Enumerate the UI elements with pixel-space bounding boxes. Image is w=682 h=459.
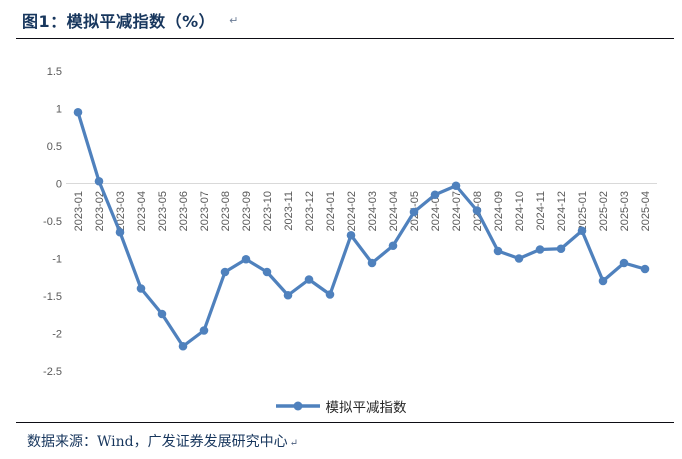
title-divider	[16, 38, 674, 39]
footer-divider	[16, 422, 674, 423]
y-axis-tick-label: -1.5	[43, 291, 62, 303]
legend-line-marker-icon	[275, 401, 320, 411]
data-point	[283, 290, 293, 300]
y-axis-tick-label: 0.5	[47, 141, 62, 153]
data-point	[241, 254, 251, 264]
x-axis-tick-label: 2023-08	[220, 191, 232, 231]
y-axis-tick-label: 1	[56, 104, 62, 116]
x-axis-tick-label: 2025-02	[598, 191, 610, 231]
x-axis-tick-label: 2023-01	[73, 191, 85, 231]
data-point	[220, 267, 230, 277]
x-axis-tick-label: 2025-04	[640, 191, 652, 231]
y-axis-tick-label: 1.5	[47, 66, 62, 78]
chart-legend: 模拟平减指数	[0, 396, 682, 416]
data-point	[115, 227, 125, 237]
data-point	[178, 341, 188, 351]
data-point	[640, 264, 650, 274]
x-axis-tick-label: 2023-07	[199, 191, 211, 231]
x-axis-tick-label: 2025-03	[619, 191, 631, 231]
data-point	[430, 190, 440, 200]
x-axis-tick-label: 2024-02	[346, 191, 358, 231]
data-point	[367, 258, 377, 268]
x-axis-tick-label: 2024-06	[430, 191, 442, 231]
data-point	[619, 258, 629, 268]
data-point	[199, 326, 209, 335]
x-axis-tick-label: 2023-04	[136, 191, 148, 231]
data-point	[304, 275, 314, 284]
data-point	[388, 241, 398, 251]
data-point	[556, 244, 566, 254]
data-point	[514, 254, 524, 263]
y-axis-tick-label: -2	[52, 329, 62, 341]
x-axis-tick-label: 2024-01	[325, 191, 337, 231]
data-point	[493, 246, 503, 256]
x-axis-tick-label: 2023-03	[115, 191, 127, 231]
x-axis-tick-label: 2024-04	[388, 191, 400, 231]
data-point	[136, 284, 146, 293]
figure-title: 图1：模拟平减指数（%）	[22, 12, 216, 31]
x-axis-tick-label: 2024-07	[451, 191, 463, 231]
x-axis-tick-label: 2023-12	[304, 191, 316, 231]
x-axis-tick-label: 2023-09	[241, 191, 253, 231]
x-axis-tick-label: 2024-10	[514, 191, 526, 231]
data-point	[598, 276, 608, 286]
x-axis-tick-label: 2024-11	[535, 191, 547, 231]
x-axis-tick-label: 2023-06	[178, 191, 190, 231]
data-point	[325, 290, 335, 299]
y-axis-tick-label: -0.5	[43, 216, 62, 228]
data-point	[346, 230, 356, 240]
figure-title-row: 图1：模拟平减指数（%） ↵	[22, 8, 239, 32]
chart-plot-area: 1.5 1 0.5 0 -0.5 -1 -1.5 -2 -2.5 2023-01 2023-02 20…	[43, 66, 657, 378]
x-axis-tick-label: 2023-02	[94, 191, 106, 231]
data-point	[157, 309, 167, 319]
series-line	[76, 110, 647, 348]
data-point	[451, 181, 461, 191]
data-point	[577, 226, 587, 236]
data-point	[472, 206, 482, 215]
deflator-line-chart: 1.5 1 0.5 0 -0.5 -1 -1.5 -2 -2.5 2023-01 2023-02 20…	[0, 55, 682, 385]
y-axis-tick-label: -1	[52, 254, 62, 266]
paragraph-mark-icon: ↵	[289, 438, 298, 449]
x-axis-tick-label: 2023-05	[157, 191, 169, 231]
x-axis-tick-label: 2023-11	[283, 191, 295, 231]
data-source-row: 数据来源：Wind，广发证券发展研究中心 ↵	[27, 431, 298, 451]
data-point	[409, 207, 419, 217]
legend-label: 模拟平减指数	[325, 400, 407, 416]
data-source-text: 数据来源：Wind，广发证券发展研究中心	[27, 434, 288, 450]
paragraph-mark-icon: ↵	[229, 13, 239, 27]
y-axis-tick-label: -2.5	[43, 366, 62, 378]
x-axis-tick-label: 2024-03	[367, 191, 379, 231]
data-point	[73, 107, 83, 117]
data-point	[535, 245, 545, 254]
data-point	[262, 267, 272, 277]
x-axis-tick-label: 2024-09	[493, 191, 505, 231]
x-axis-tick-label: 2024-12	[556, 191, 568, 231]
y-axis-tick-label: 0	[56, 179, 62, 191]
data-point	[94, 176, 104, 186]
x-axis-tick-label: 2025-01	[577, 191, 589, 231]
x-axis-tick-label: 2023-10	[262, 191, 274, 231]
